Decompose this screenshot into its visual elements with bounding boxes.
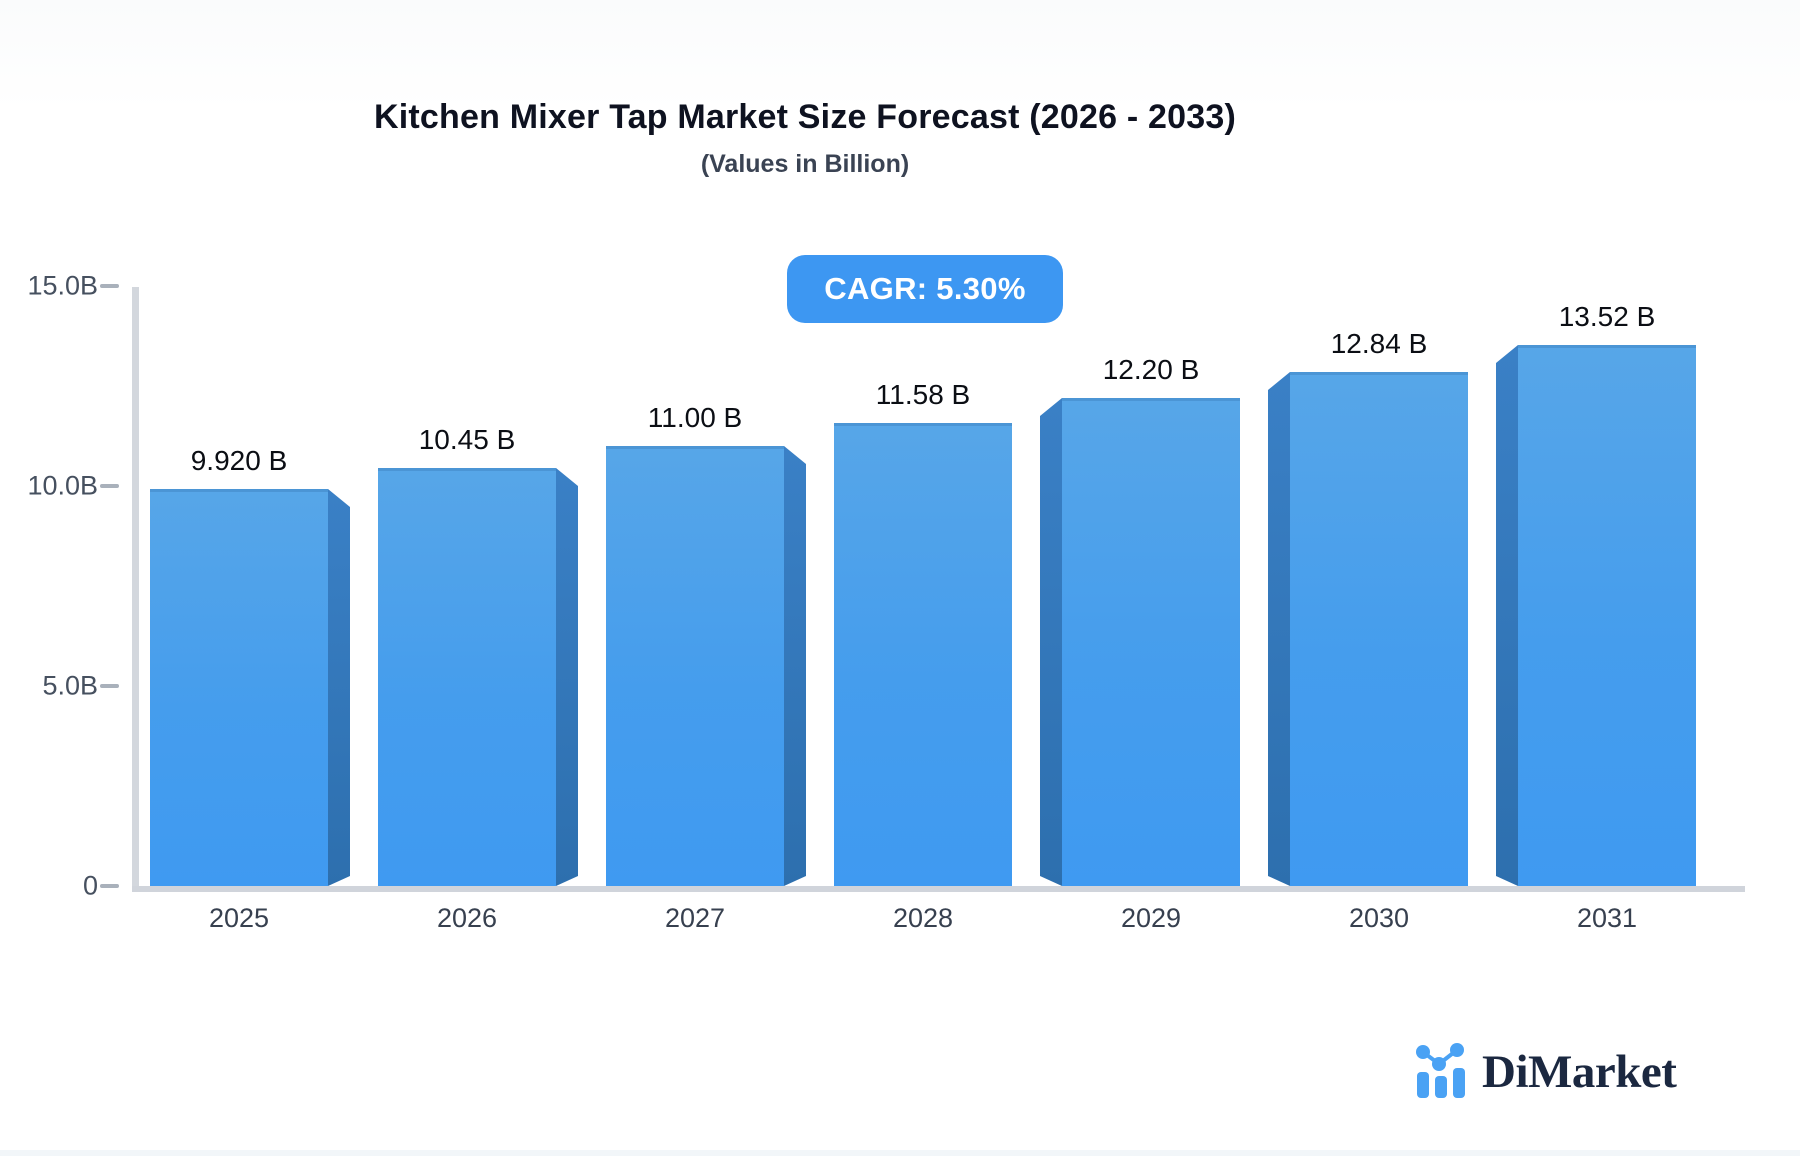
x-tick-label-2029: 2029 xyxy=(1120,903,1182,933)
cagr-badge: CAGR: 5.30% xyxy=(787,255,1063,323)
x-tick-label-2030: 2030 xyxy=(1348,903,1410,933)
x-tick-label-2027: 2027 xyxy=(664,903,726,933)
y-tick-mark xyxy=(100,684,119,688)
chart-subtitle: (Values in Billion) xyxy=(700,150,910,178)
cagr-badge-label: CAGR: 5.30% xyxy=(824,271,1026,306)
x-tick-label-2031: 2031 xyxy=(1576,903,1638,933)
bar-value-label-2030: 12.84 B xyxy=(1330,328,1428,359)
bar-value-label-2025: 9.920 B xyxy=(190,445,288,476)
bar-2030-side-face xyxy=(1268,372,1290,886)
bar-value-label-2031: 13.52 B xyxy=(1558,301,1656,332)
bar-2025 xyxy=(150,489,328,886)
bar-value-label-2026: 10.45 B xyxy=(418,424,516,455)
bar-2028 xyxy=(834,423,1012,886)
x-tick-label-2025: 2025 xyxy=(208,903,270,933)
y-tick-label-0: 0 xyxy=(82,870,98,901)
bar-2030 xyxy=(1290,372,1468,886)
bar-value-label-2029: 12.20 B xyxy=(1102,354,1200,385)
bar-2029 xyxy=(1062,398,1240,886)
bar-2031-side-face xyxy=(1496,345,1518,886)
x-tick-label-2026: 2026 xyxy=(436,903,498,933)
brand-wordmark: DiMarket xyxy=(1482,1045,1677,1098)
y-tick-mark xyxy=(100,484,119,488)
bar-2027-side-face xyxy=(784,446,806,886)
y-tick-label-15.0B: 15.0B xyxy=(27,270,98,301)
bar-value-label-2028: 11.58 B xyxy=(875,379,971,410)
x-axis-line xyxy=(132,886,1745,892)
y-tick-label-5.0B: 5.0B xyxy=(42,670,98,701)
y-axis-line xyxy=(132,287,139,892)
bar-2031 xyxy=(1518,345,1696,886)
bar-line-chart-icon xyxy=(1414,1040,1468,1103)
bar-2029-side-face xyxy=(1040,398,1062,886)
y-tick-mark xyxy=(100,884,119,888)
bar-2026 xyxy=(378,468,556,886)
y-tick-mark xyxy=(100,284,119,288)
bar-value-label-2027: 11.00 B xyxy=(647,402,743,433)
bar-2025-side-face xyxy=(328,489,350,886)
bar-2027 xyxy=(606,446,784,886)
x-tick-label-2028: 2028 xyxy=(892,903,954,933)
bottom-strip xyxy=(0,1150,1800,1156)
bar-2026-side-face xyxy=(556,468,578,886)
brand-logo[interactable]: DiMarket xyxy=(1414,1040,1677,1103)
y-tick-label-10.0B: 10.0B xyxy=(27,470,98,501)
chart-title: Kitchen Mixer Tap Market Size Forecast (… xyxy=(374,98,1236,136)
